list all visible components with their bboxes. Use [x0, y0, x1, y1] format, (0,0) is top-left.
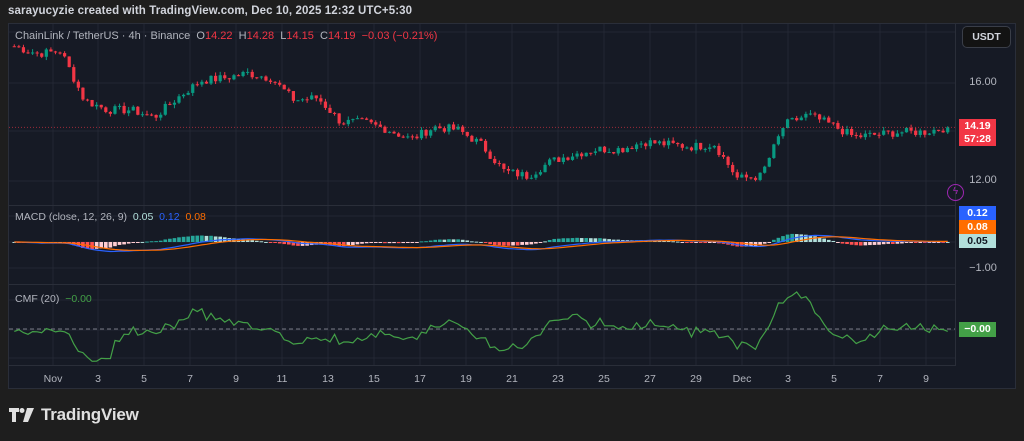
low-label: L [280, 30, 287, 42]
macd-legend[interactable]: MACD (close, 12, 26, 9) 0.05 0.12 0.08 [15, 211, 206, 223]
high-label: H [238, 30, 247, 42]
last-price-value: 14.19 [964, 120, 991, 132]
time-axis-label: 5 [831, 373, 837, 385]
price-tick-12: 12.00 [969, 174, 997, 186]
time-axis-label: 3 [785, 373, 791, 385]
time-axis-label: 17 [414, 373, 426, 385]
time-axis-label: Dec [732, 373, 752, 385]
macd-signal-tag: 0.08 [959, 220, 996, 234]
pane-separator-macd-cmf[interactable] [8, 284, 955, 285]
time-axis-label: 19 [460, 373, 472, 385]
time-axis-label: 9 [233, 373, 239, 385]
change-value: −0.03 (−0.21%) [361, 30, 438, 42]
time-axis-label: 15 [368, 373, 380, 385]
time-axis-label: 7 [877, 373, 883, 385]
cmf-value: −0.00 [65, 293, 92, 305]
time-axis-label: 27 [644, 373, 656, 385]
pane-separator-price-macd[interactable] [8, 205, 955, 206]
symbol-name[interactable]: ChainLink / TetherUS · 4h · Binance [15, 30, 191, 42]
time-axis-label: 7 [187, 373, 193, 385]
cmf-title[interactable]: CMF (20) [15, 293, 60, 305]
time-axis-label: 9 [923, 373, 929, 385]
time-axis-label: 5 [141, 373, 147, 385]
symbol-legend[interactable]: ChainLink / TetherUS · 4h · Binance O14.… [15, 30, 437, 42]
macd-scale-tick: −1.00 [969, 262, 997, 274]
macd-line-tag: 0.12 [959, 206, 996, 220]
tradingview-logo: TradingView [9, 405, 139, 425]
cmf-legend[interactable]: CMF (20) −0.00 [15, 293, 92, 305]
close-value: 14.19 [327, 30, 356, 42]
time-axis-label: 11 [276, 373, 288, 385]
close-label: C [320, 30, 328, 42]
watermark-header: sarayucyzie created with TradingView.com… [0, 0, 1024, 23]
time-axis-label: 21 [506, 373, 518, 385]
currency-button[interactable]: USDT [962, 26, 1011, 48]
macd-title[interactable]: MACD (close, 12, 26, 9) [15, 211, 128, 223]
bar-countdown: 57:28 [964, 133, 991, 145]
time-axis-label: 25 [598, 373, 610, 385]
high-value: 14.28 [246, 30, 275, 42]
created-by-text: sarayucyzie created with TradingView.com… [8, 5, 413, 17]
time-axis-label: 29 [690, 373, 702, 385]
time-axis-label: 3 [95, 373, 101, 385]
last-price-tag: 14.19 57:28 [959, 119, 996, 146]
time-axis-label: Nov [43, 373, 63, 385]
macd-signal-value: 0.08 [185, 211, 206, 223]
time-axis-label: 13 [322, 373, 334, 385]
macd-line-value: 0.12 [159, 211, 180, 223]
lightning-icon[interactable]: ϟ [947, 184, 964, 201]
open-value: 14.22 [204, 30, 233, 42]
cmf-value-tag: −0.00 [959, 322, 996, 337]
macd-histogram-tag: 0.05 [959, 234, 996, 248]
open-label: O [196, 30, 205, 42]
tradingview-wordmark: TradingView [41, 405, 139, 424]
tv-logo-icon [9, 408, 34, 422]
pane-separator-time-axis [8, 365, 955, 366]
low-value: 14.15 [286, 30, 314, 42]
price-tick-16: 16.00 [969, 76, 997, 88]
macd-histogram-value: 0.05 [132, 211, 154, 223]
time-axis-label: 23 [552, 373, 564, 385]
